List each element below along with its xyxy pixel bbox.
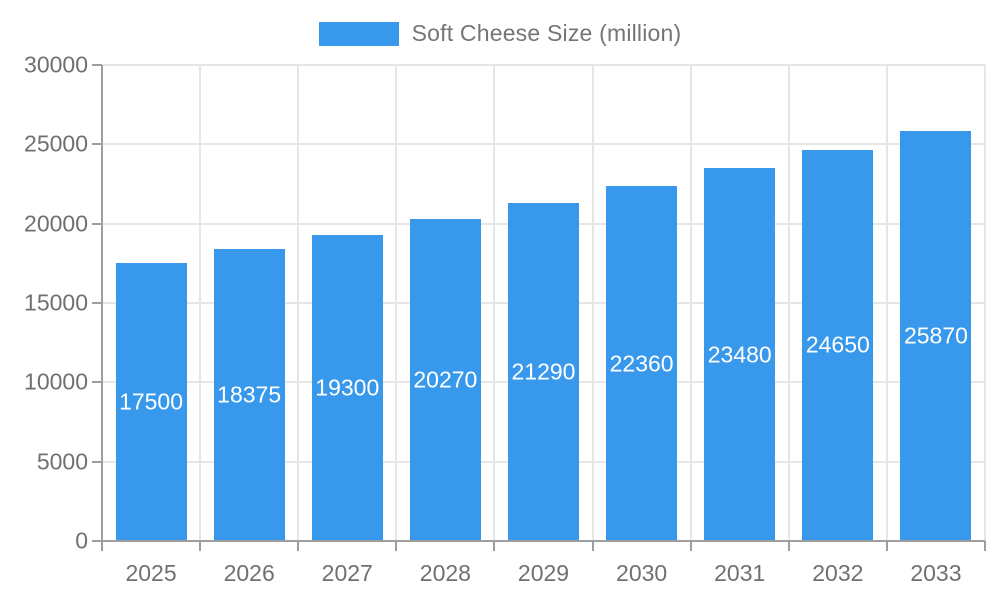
x-axis-tick	[395, 541, 398, 551]
x-axis-line	[92, 540, 985, 542]
y-axis-tick-label: 0	[75, 527, 88, 554]
gridline-vertical	[493, 65, 496, 541]
bar-value-label: 22360	[609, 350, 674, 377]
y-axis-tick	[92, 540, 102, 542]
y-axis-tick	[92, 460, 102, 463]
x-axis-tick	[101, 541, 103, 551]
gridline-vertical	[885, 65, 888, 541]
y-axis-tick-label: 10000	[24, 368, 88, 395]
bar-2029	[508, 203, 579, 541]
bar-2028	[409, 219, 481, 541]
y-axis-tick-label: 15000	[24, 289, 88, 316]
y-axis-tick-label: 5000	[36, 448, 88, 475]
legend: Soft Cheese Size (million)	[0, 20, 1000, 47]
x-axis-tick-label: 2029	[517, 560, 570, 586]
y-axis-tick	[92, 381, 102, 384]
bar-value-label: 18375	[217, 381, 282, 408]
legend-label: Soft Cheese Size (million)	[411, 20, 682, 46]
y-axis-tick-label: 20000	[24, 210, 88, 237]
y-axis-tick	[92, 302, 102, 304]
bar-value-label: 24650	[805, 331, 870, 358]
x-axis-tick-label: 2030	[616, 560, 668, 586]
gridline-vertical	[591, 65, 594, 541]
gridline-vertical	[787, 65, 790, 541]
y-axis-tick	[92, 64, 102, 66]
bar-2025	[115, 263, 187, 541]
bar-2033	[900, 130, 972, 541]
x-axis-tick	[885, 541, 888, 551]
gridline-vertical	[984, 65, 986, 541]
x-axis-tick-label: 2026	[223, 560, 275, 586]
bar-value-label: 17500	[119, 388, 184, 415]
gridline-vertical	[199, 65, 202, 541]
bar-2031	[704, 168, 776, 541]
y-axis-tick-label: 25000	[24, 130, 88, 157]
legend-swatch	[318, 21, 399, 46]
x-axis-tick	[297, 541, 300, 551]
gridline-horizontal	[102, 64, 985, 66]
legend-item-soft-cheese[interactable]: Soft Cheese Size (million)	[318, 20, 682, 47]
bar-2027	[311, 234, 383, 541]
x-axis-tick-label: 2033	[910, 560, 962, 586]
x-axis-tick-label: 2025	[125, 560, 177, 586]
bar-2026	[213, 249, 285, 541]
x-axis-tick-label: 2028	[419, 560, 471, 586]
x-axis-tick-label: 2032	[812, 560, 864, 586]
y-axis-line	[101, 65, 103, 551]
bar-value-label: 19300	[315, 374, 380, 401]
x-axis-tick-label: 2031	[714, 560, 766, 586]
bar-value-label: 23480	[707, 341, 772, 368]
bar-2030	[606, 186, 678, 541]
y-axis-tick-label: 30000	[24, 51, 88, 78]
y-axis-tick	[92, 143, 102, 146]
gridline-vertical	[395, 65, 398, 541]
x-axis-tick	[493, 541, 496, 551]
x-axis-tick	[787, 541, 790, 551]
bar-value-label: 20270	[413, 366, 478, 393]
x-axis-tick	[199, 541, 202, 551]
gridline-vertical	[297, 65, 300, 541]
gridline-vertical	[689, 65, 692, 541]
x-axis-tick	[591, 541, 594, 551]
bar-2032	[802, 149, 874, 541]
x-axis-tick	[689, 541, 692, 551]
x-axis-tick-label: 2027	[321, 560, 373, 586]
gridline-horizontal	[102, 143, 985, 146]
bar-value-label: 21290	[511, 358, 576, 385]
x-axis-tick	[984, 541, 986, 551]
y-axis-tick	[92, 222, 102, 225]
bar-value-label: 25870	[903, 322, 968, 349]
